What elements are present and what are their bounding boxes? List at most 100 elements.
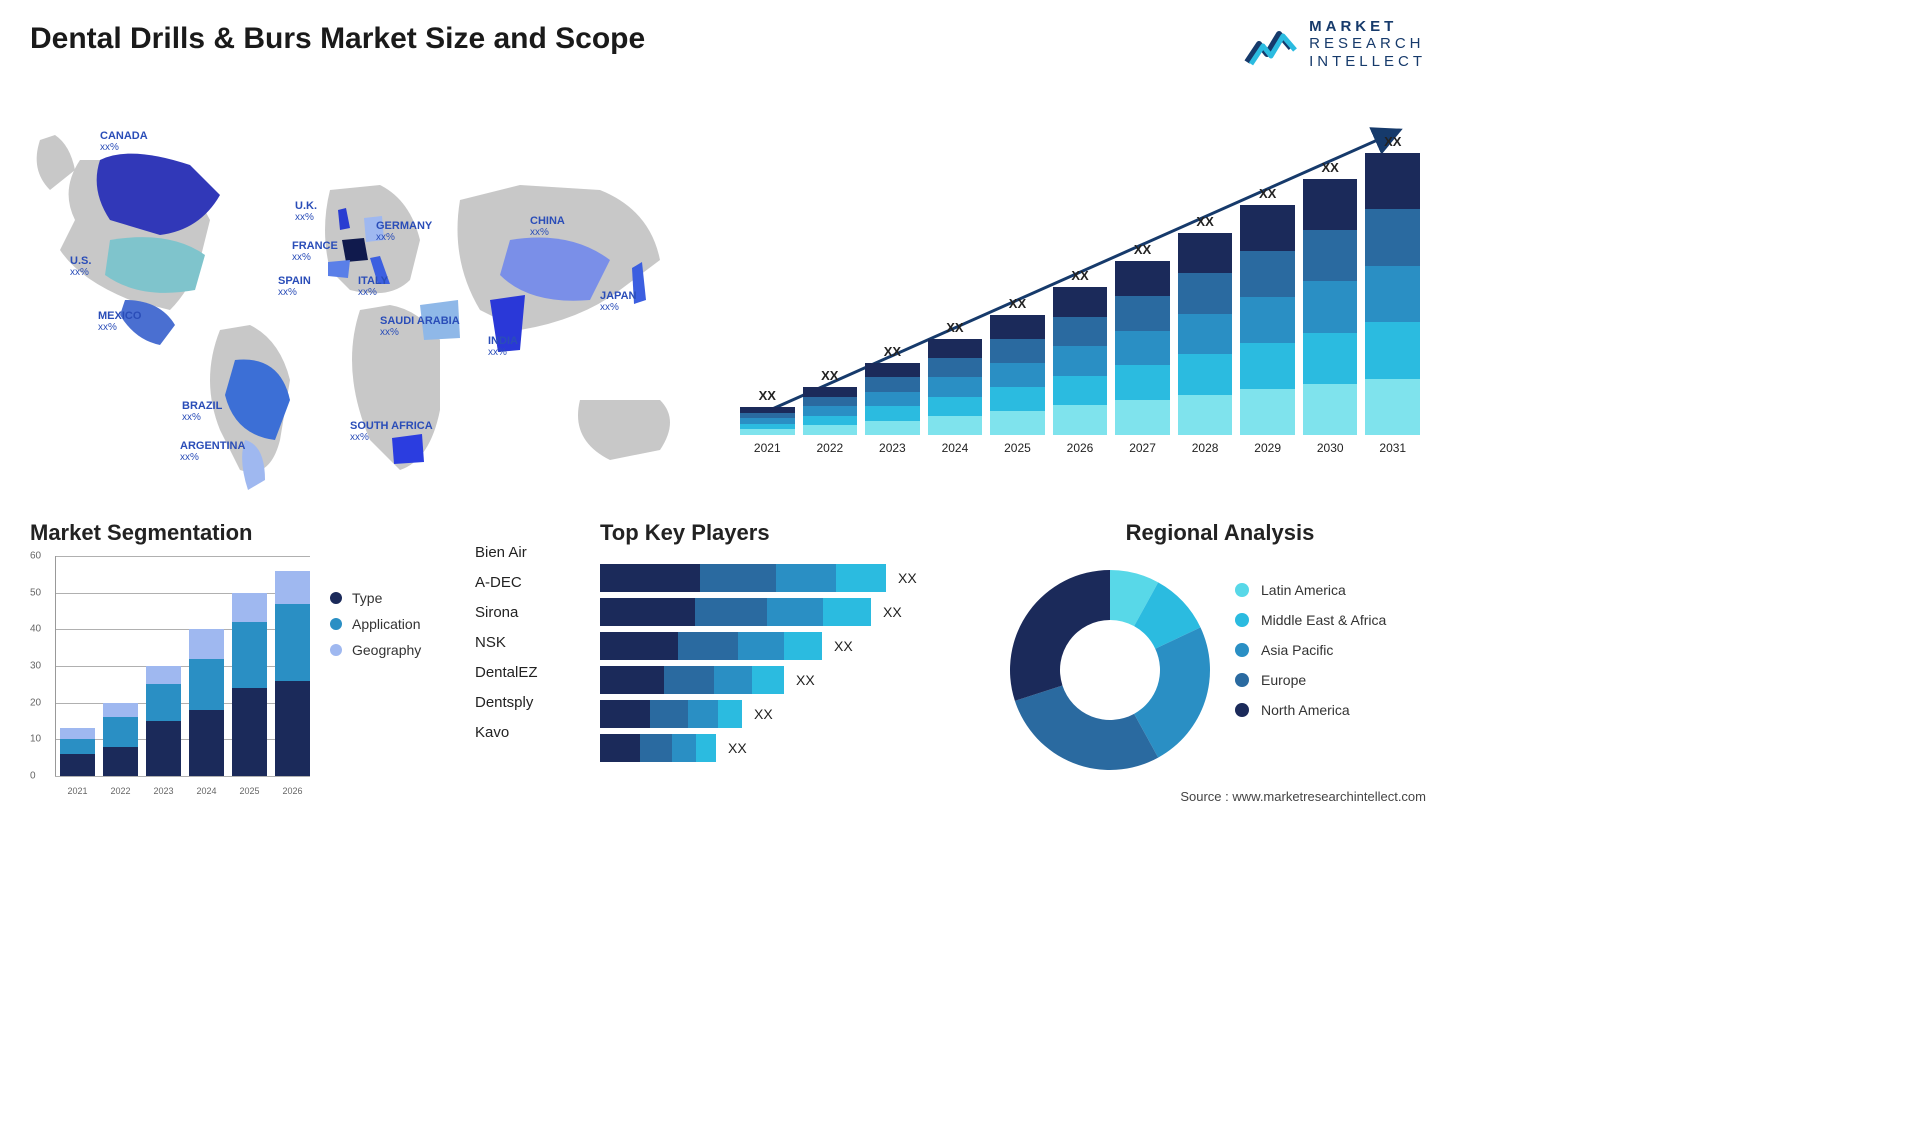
seg-part-geography bbox=[232, 593, 267, 622]
players-segment bbox=[767, 598, 823, 626]
map-label-italy: ITALYxx% bbox=[358, 275, 388, 298]
forecast-bar-2021: XX 2021 bbox=[740, 388, 795, 455]
seg-xtick: 2026 bbox=[275, 786, 310, 796]
players-segment bbox=[836, 564, 886, 592]
world-map: CANADAxx%U.S.xx%MEXICOxx%BRAZILxx%ARGENT… bbox=[20, 100, 710, 500]
forecast-segment bbox=[1303, 333, 1358, 384]
forecast-segment bbox=[1365, 379, 1420, 435]
players-row: XX bbox=[600, 632, 1020, 660]
players-segment bbox=[600, 666, 664, 694]
forecast-segment bbox=[990, 363, 1045, 387]
players-value-label: XX bbox=[728, 740, 747, 756]
players-row: XX bbox=[600, 700, 1020, 728]
forecast-segment bbox=[928, 397, 983, 416]
forecast-value-label: XX bbox=[1384, 134, 1401, 149]
segmentation-chart: 0102030405060 202120222023202420252026 bbox=[30, 556, 310, 796]
players-segment bbox=[640, 734, 672, 762]
donut-slice-europe bbox=[1015, 685, 1158, 770]
players-chart: XXXXXXXXXXXX bbox=[600, 564, 1020, 762]
forecast-chart: XX2021XX2022XX2023XX2024XX2025XX2026XX20… bbox=[740, 110, 1420, 480]
players-segment bbox=[776, 564, 836, 592]
forecast-year-label: 2027 bbox=[1129, 441, 1156, 455]
forecast-segment bbox=[865, 392, 920, 406]
forecast-value-label: XX bbox=[1134, 242, 1151, 257]
regional-donut bbox=[1005, 565, 1215, 775]
forecast-year-label: 2026 bbox=[1067, 441, 1094, 455]
seg-gridline bbox=[55, 776, 310, 777]
players-value-label: XX bbox=[898, 570, 917, 586]
regional-title: Regional Analysis bbox=[1005, 520, 1435, 546]
seg-part-type bbox=[232, 688, 267, 776]
forecast-value-label: XX bbox=[1259, 186, 1276, 201]
forecast-year-label: 2021 bbox=[754, 441, 781, 455]
forecast-segment bbox=[928, 339, 983, 358]
seg-part-type bbox=[103, 747, 138, 776]
forecast-bar-2025: XX2025 bbox=[990, 296, 1045, 455]
players-segment bbox=[672, 734, 696, 762]
legend-dot-icon bbox=[330, 618, 342, 630]
logo-line3: INTELLECT bbox=[1309, 53, 1426, 70]
forecast-year-label: 2031 bbox=[1379, 441, 1406, 455]
forecast-segment bbox=[1240, 251, 1295, 297]
brand-logo: MARKET RESEARCH INTELLECT bbox=[1243, 18, 1426, 70]
regional-legend: Latin AmericaMiddle East & AfricaAsia Pa… bbox=[1235, 568, 1386, 732]
forecast-bar-2024: XX2024 bbox=[928, 320, 983, 455]
map-label-canada: CANADAxx% bbox=[100, 130, 148, 153]
seg-ytick: 0 bbox=[30, 771, 36, 782]
forecast-value-label: XX bbox=[946, 320, 963, 335]
players-segment bbox=[823, 598, 871, 626]
forecast-value-label: XX bbox=[759, 388, 776, 403]
forecast-bar-2027: XX 2027 bbox=[1115, 242, 1170, 455]
forecast-segment bbox=[865, 363, 920, 377]
forecast-bar-2031: XX 2031 bbox=[1365, 134, 1420, 455]
source-text: Source : www.marketresearchintellect.com bbox=[1180, 789, 1426, 804]
segmentation-title: Market Segmentation bbox=[30, 520, 550, 546]
players-segment bbox=[650, 700, 688, 728]
forecast-segment bbox=[1240, 297, 1295, 343]
players-row: XX bbox=[600, 564, 1020, 592]
page-title: Dental Drills & Burs Market Size and Sco… bbox=[30, 22, 645, 56]
forecast-segment bbox=[990, 411, 1045, 435]
logo-line2: RESEARCH bbox=[1309, 35, 1426, 52]
seg-xtick: 2021 bbox=[60, 786, 95, 796]
forecast-segment bbox=[928, 416, 983, 435]
seg-bar-2023 bbox=[146, 666, 181, 776]
forecast-bar-2022: XX2022 bbox=[803, 368, 858, 455]
players-segment bbox=[664, 666, 714, 694]
players-segment bbox=[738, 632, 784, 660]
forecast-segment bbox=[803, 406, 858, 416]
forecast-segment bbox=[1053, 346, 1108, 376]
map-label-france: FRANCExx% bbox=[292, 240, 338, 263]
forecast-segment bbox=[1053, 376, 1108, 406]
forecast-bar-2029: XX2029 bbox=[1240, 186, 1295, 455]
segmentation-section: Market Segmentation 0102030405060 202120… bbox=[30, 520, 550, 796]
seg-xtick: 2023 bbox=[146, 786, 181, 796]
players-value-label: XX bbox=[834, 638, 853, 654]
legend-dot-icon bbox=[1235, 703, 1249, 717]
regional-legend-item: Middle East & Africa bbox=[1235, 612, 1386, 628]
players-segment bbox=[700, 564, 776, 592]
legend-dot-icon bbox=[1235, 583, 1249, 597]
map-label-japan: JAPANxx% bbox=[600, 290, 636, 313]
regional-legend-item: Latin America bbox=[1235, 582, 1386, 598]
legend-label: Latin America bbox=[1261, 582, 1346, 598]
forecast-segment bbox=[928, 358, 983, 377]
forecast-value-label: XX bbox=[1322, 160, 1339, 175]
seg-ytick: 60 bbox=[30, 551, 41, 562]
seg-part-type bbox=[189, 710, 224, 776]
forecast-year-label: 2028 bbox=[1192, 441, 1219, 455]
forecast-segment bbox=[990, 339, 1045, 363]
forecast-year-label: 2022 bbox=[816, 441, 843, 455]
forecast-year-label: 2030 bbox=[1317, 441, 1344, 455]
seg-part-application bbox=[60, 739, 95, 754]
segmentation-categories: Bien AirA-DECSironaNSKDentalEZDentsplyKa… bbox=[475, 538, 538, 748]
seg-bar-2024 bbox=[189, 629, 224, 776]
seg-legend-item: Application bbox=[330, 616, 421, 632]
seg-part-application bbox=[146, 684, 181, 721]
seg-part-application bbox=[232, 622, 267, 688]
forecast-segment bbox=[1240, 389, 1295, 435]
forecast-year-label: 2023 bbox=[879, 441, 906, 455]
forecast-segment bbox=[865, 377, 920, 391]
map-label-mexico: MEXICOxx% bbox=[98, 310, 141, 333]
seg-legend-item: Geography bbox=[330, 642, 421, 658]
